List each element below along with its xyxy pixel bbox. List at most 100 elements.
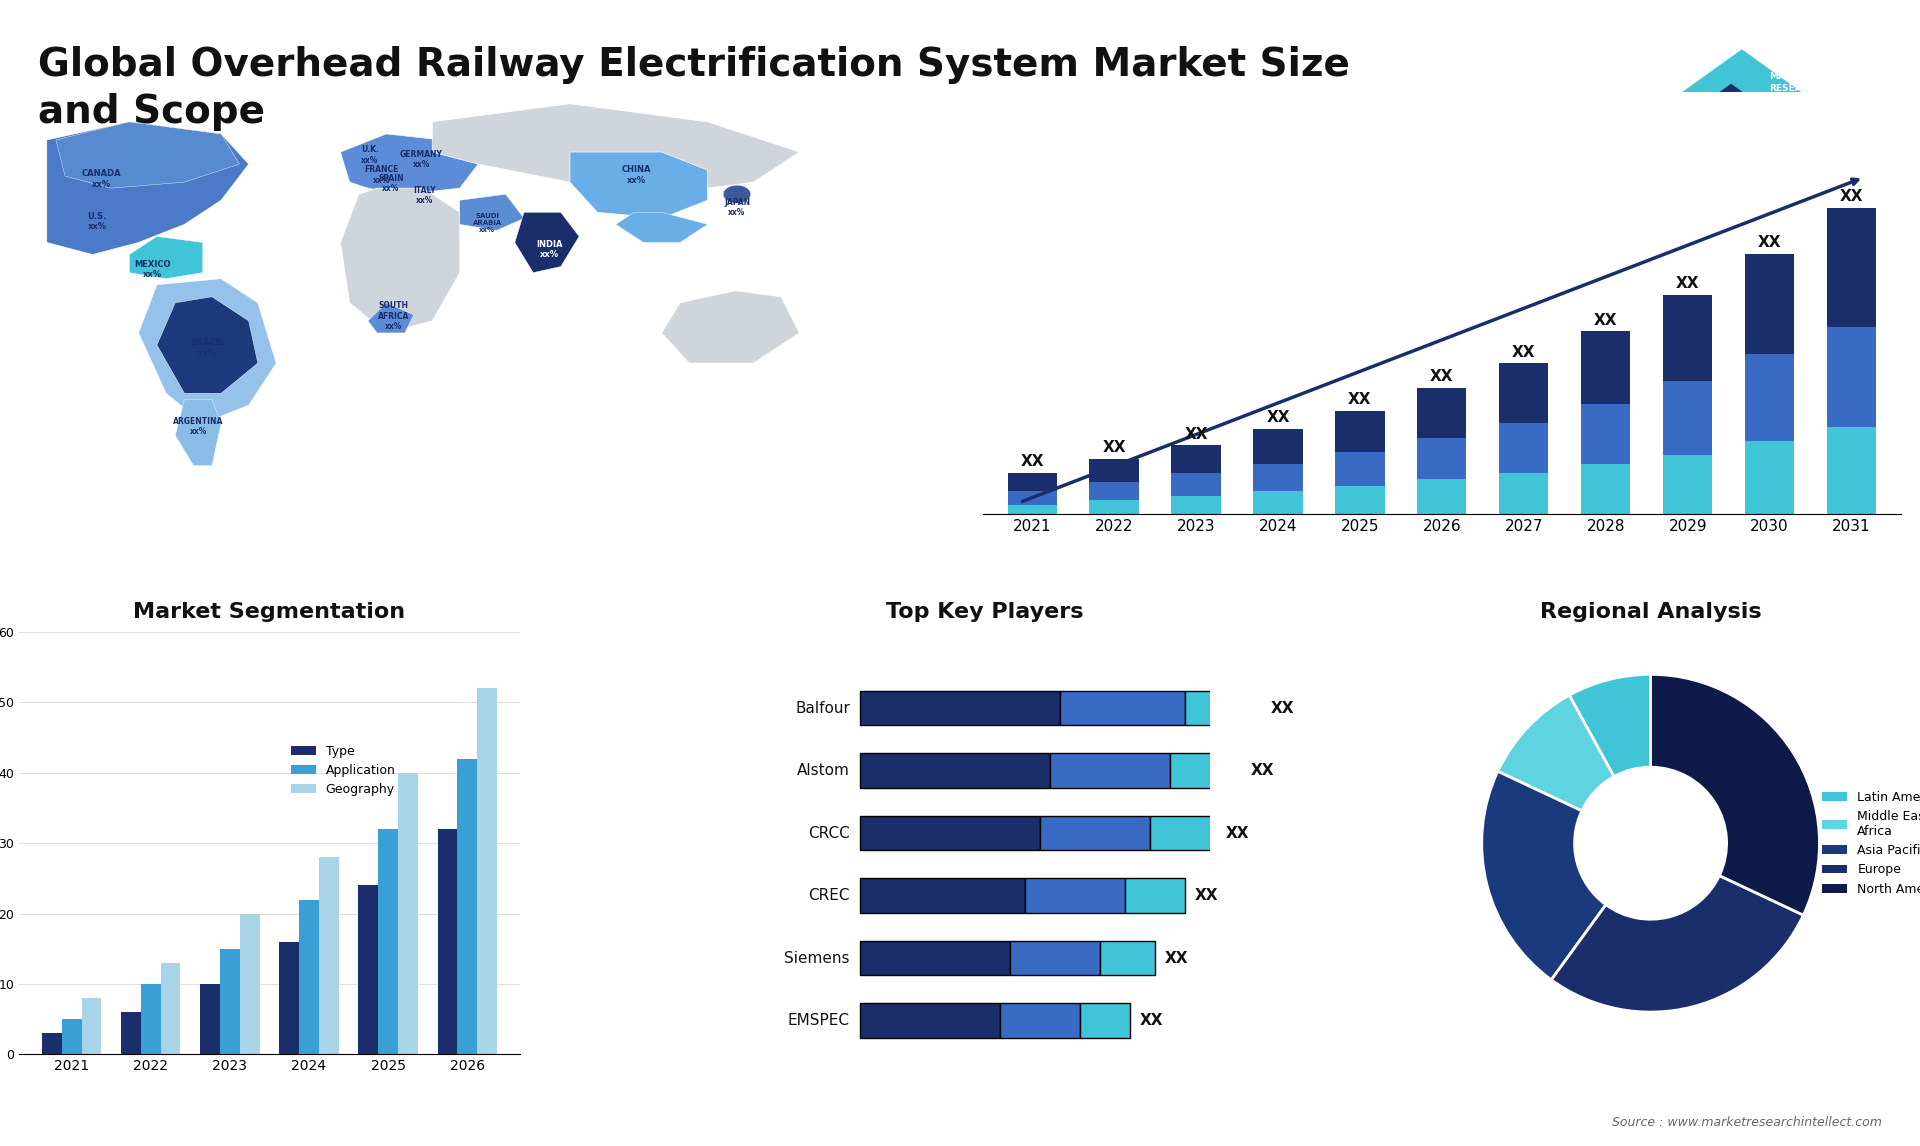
- Polygon shape: [46, 121, 250, 254]
- Wedge shape: [1482, 771, 1605, 980]
- Bar: [397, 772, 419, 1054]
- Text: CANADA
xx%: CANADA xx%: [83, 170, 121, 189]
- Text: XX: XX: [1102, 440, 1125, 455]
- Text: ITALY
xx%: ITALY xx%: [413, 186, 436, 205]
- Bar: [359, 886, 378, 1054]
- Text: Alstom: Alstom: [797, 763, 851, 778]
- Circle shape: [724, 186, 751, 203]
- Wedge shape: [1551, 876, 1803, 1012]
- Polygon shape: [157, 297, 257, 393]
- Bar: [1171, 495, 1221, 513]
- Text: XX: XX: [1513, 345, 1536, 360]
- Bar: [1828, 427, 1876, 513]
- Bar: [1500, 423, 1548, 473]
- Title: Top Key Players: Top Key Players: [887, 602, 1083, 622]
- Bar: [42, 1034, 61, 1054]
- Polygon shape: [432, 104, 799, 194]
- FancyBboxPatch shape: [1081, 1004, 1131, 1037]
- Text: XX: XX: [1225, 825, 1248, 840]
- Bar: [1500, 473, 1548, 513]
- Text: CRCC: CRCC: [808, 825, 851, 840]
- Text: EMSPEC: EMSPEC: [787, 1013, 851, 1028]
- Bar: [221, 949, 240, 1054]
- Text: Global Overhead Railway Electrification System Market Size
and Scope: Global Overhead Railway Electrification …: [38, 46, 1350, 131]
- Text: MEXICO
xx%: MEXICO xx%: [134, 260, 171, 280]
- Polygon shape: [616, 212, 708, 243]
- Text: XX: XX: [1020, 454, 1044, 469]
- Text: JAPAN
xx%: JAPAN xx%: [724, 198, 751, 218]
- Text: SPAIN
xx%: SPAIN xx%: [378, 174, 403, 193]
- Bar: [1828, 327, 1876, 427]
- Polygon shape: [1678, 84, 1786, 123]
- Bar: [1089, 482, 1139, 500]
- Bar: [1582, 331, 1630, 405]
- Wedge shape: [1569, 674, 1651, 777]
- Text: CHINA
xx%: CHINA xx%: [622, 165, 651, 185]
- Text: SOUTH
AFRICA
xx%: SOUTH AFRICA xx%: [378, 301, 409, 331]
- Polygon shape: [138, 278, 276, 423]
- Polygon shape: [1640, 49, 1843, 123]
- Text: Source : www.marketresearchintellect.com: Source : www.marketresearchintellect.com: [1611, 1116, 1882, 1129]
- Text: Balfour: Balfour: [795, 700, 851, 715]
- Bar: [1254, 464, 1302, 490]
- Bar: [1582, 405, 1630, 464]
- Bar: [1663, 382, 1713, 455]
- Bar: [1417, 479, 1467, 513]
- FancyBboxPatch shape: [1169, 754, 1240, 787]
- Bar: [1663, 295, 1713, 382]
- Text: XX: XX: [1839, 189, 1864, 204]
- Circle shape: [1574, 767, 1726, 919]
- Bar: [1417, 387, 1467, 438]
- FancyBboxPatch shape: [860, 879, 1025, 912]
- Text: XX: XX: [1165, 950, 1188, 966]
- FancyBboxPatch shape: [860, 1004, 1000, 1037]
- Bar: [1500, 363, 1548, 423]
- Bar: [1334, 410, 1384, 452]
- Text: XX: XX: [1676, 276, 1699, 291]
- Bar: [1254, 490, 1302, 513]
- Polygon shape: [369, 303, 415, 333]
- Polygon shape: [340, 134, 478, 194]
- Text: FRANCE
xx%: FRANCE xx%: [365, 165, 399, 185]
- Bar: [1417, 438, 1467, 479]
- Bar: [1745, 354, 1795, 441]
- FancyBboxPatch shape: [860, 816, 1041, 850]
- Title: Regional Analysis: Regional Analysis: [1540, 602, 1761, 622]
- Bar: [476, 689, 497, 1054]
- Legend: Type, Application, Geography: Type, Application, Geography: [286, 739, 401, 801]
- Polygon shape: [515, 212, 580, 273]
- Bar: [278, 942, 300, 1054]
- Bar: [121, 1012, 140, 1054]
- FancyBboxPatch shape: [1025, 879, 1125, 912]
- FancyBboxPatch shape: [1000, 1004, 1081, 1037]
- Text: XX: XX: [1759, 235, 1782, 250]
- Text: U.K.
xx%: U.K. xx%: [361, 146, 378, 165]
- Bar: [240, 913, 259, 1054]
- Bar: [1171, 446, 1221, 473]
- Bar: [140, 984, 161, 1054]
- Bar: [1828, 207, 1876, 327]
- Text: XX: XX: [1265, 410, 1290, 425]
- Bar: [1663, 455, 1713, 513]
- Bar: [1008, 490, 1056, 504]
- Bar: [319, 857, 338, 1054]
- Polygon shape: [340, 188, 459, 333]
- Bar: [1745, 253, 1795, 354]
- Bar: [378, 830, 397, 1054]
- Bar: [1582, 464, 1630, 513]
- FancyBboxPatch shape: [860, 691, 1060, 725]
- FancyBboxPatch shape: [860, 754, 1050, 787]
- FancyBboxPatch shape: [860, 941, 1010, 975]
- FancyBboxPatch shape: [1125, 879, 1185, 912]
- Wedge shape: [1498, 696, 1615, 811]
- Bar: [1089, 500, 1139, 513]
- FancyBboxPatch shape: [1185, 691, 1260, 725]
- FancyBboxPatch shape: [1060, 691, 1185, 725]
- Text: GERMANY
xx%: GERMANY xx%: [399, 149, 444, 168]
- Text: U.S.
xx%: U.S. xx%: [88, 212, 108, 231]
- FancyBboxPatch shape: [1041, 816, 1150, 850]
- Text: XX: XX: [1430, 369, 1453, 384]
- Bar: [1745, 441, 1795, 513]
- Bar: [1334, 487, 1384, 513]
- Text: BRAZIL
xx%: BRAZIL xx%: [190, 338, 225, 358]
